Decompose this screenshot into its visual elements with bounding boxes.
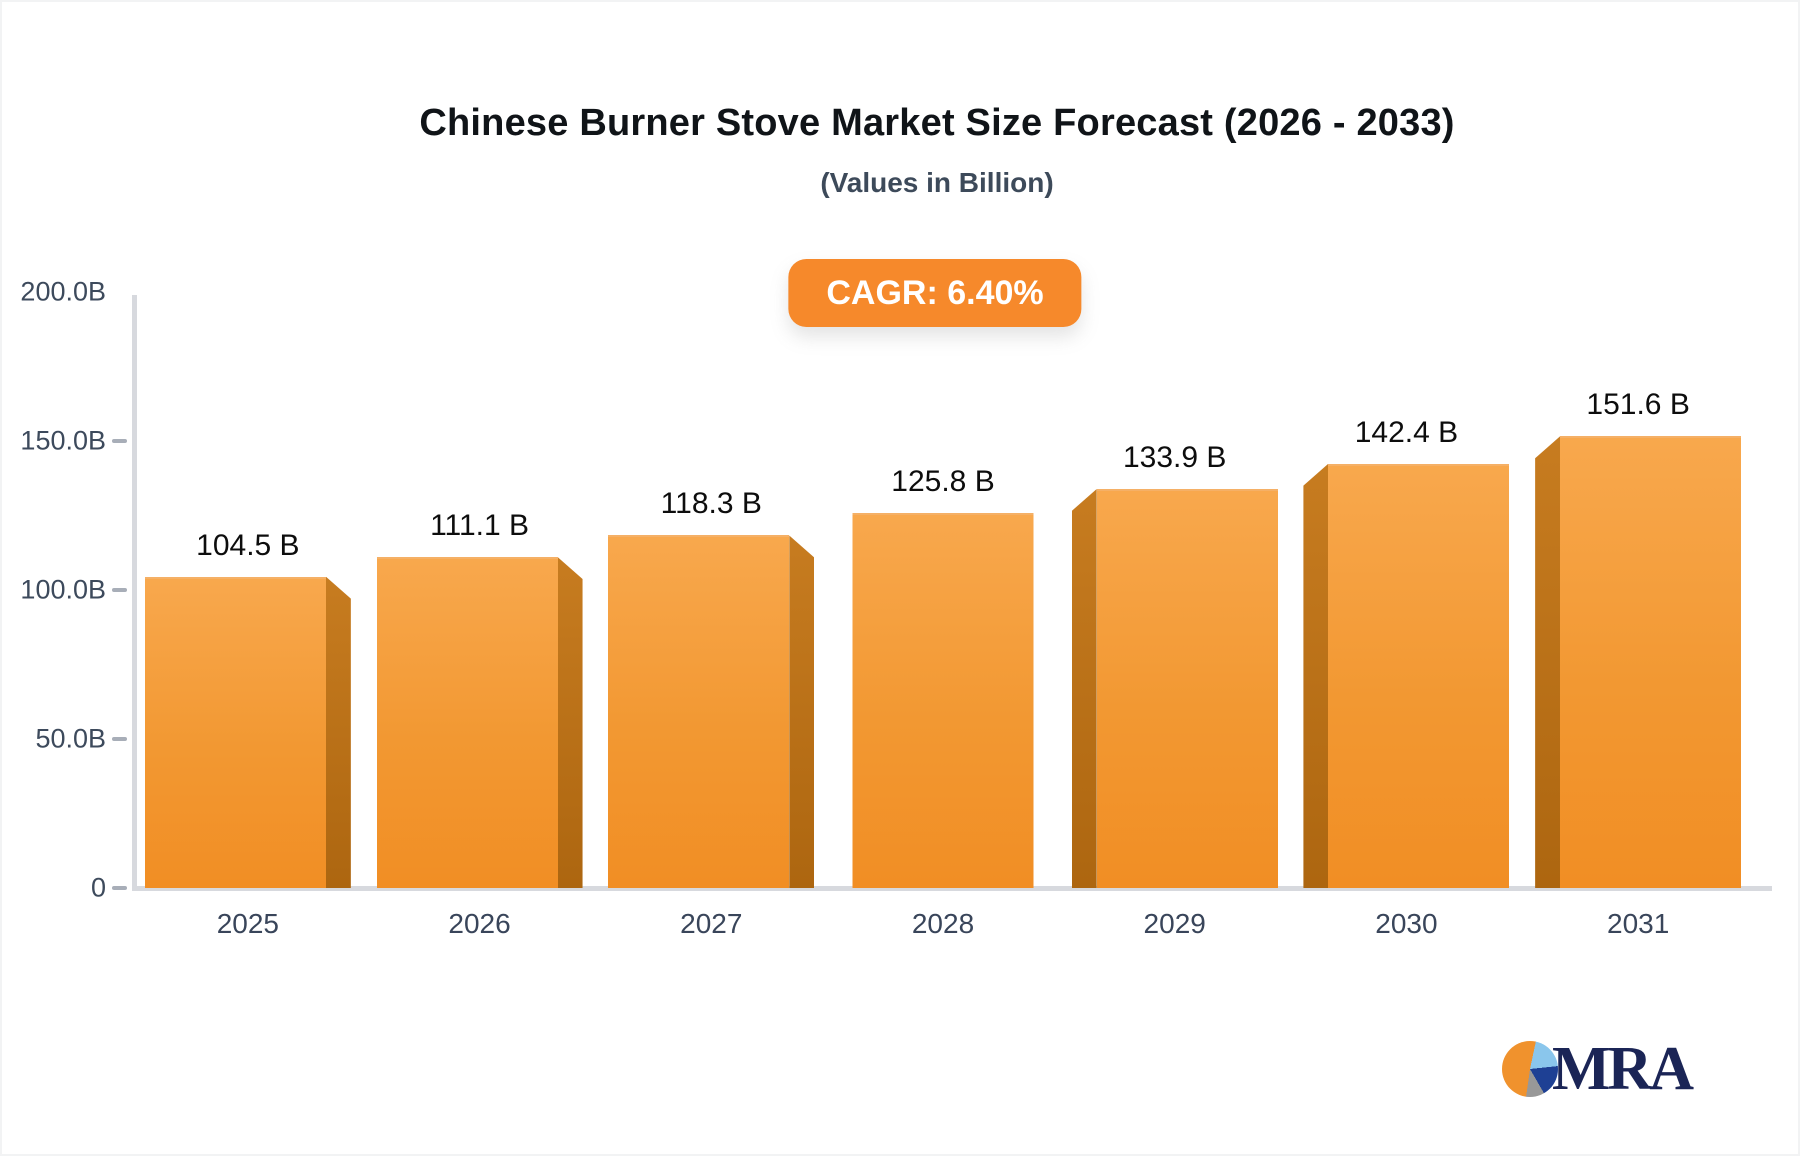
y-axis-labels: 200.0B 150.0B 100.0B 50.0B 0 <box>18 277 106 903</box>
bar-value-label: 111.1 B <box>430 508 530 542</box>
y-tick-label: 50.0B <box>35 723 106 754</box>
y-tick-mark <box>112 439 127 443</box>
x-tick-label: 2031 <box>1606 908 1670 939</box>
bar-slot: 111.1 B <box>364 292 596 888</box>
y-tick-label: 150.0B <box>20 425 106 456</box>
bar-slot: 118.3 B <box>595 292 827 888</box>
bar-side-shadow <box>1071 488 1097 888</box>
bar-value-label: 142.4 B <box>1354 415 1459 449</box>
bar-face <box>852 513 1034 888</box>
pie-chart-logo-icon <box>1502 1041 1558 1097</box>
y-tick-label: 200.0B <box>20 276 106 307</box>
bars-area: 104.5 B 111.1 B 118.3 B 125.8 B 133.9 B 142.4… <box>132 292 1754 888</box>
logo-text: MRA <box>1552 1035 1694 1103</box>
bar-2026 <box>376 556 583 888</box>
bar-slot: 104.5 B <box>132 292 364 888</box>
bar-2029 <box>1071 488 1278 888</box>
bar-slot: 151.6 B <box>1522 292 1754 888</box>
bar-value-label: 118.3 B <box>660 487 762 521</box>
cagr-badge: CAGR: 6.40% <box>788 259 1082 327</box>
chart-subtitle: (Values in Billion) <box>820 167 1054 198</box>
bar-slot: 133.9 B <box>1059 292 1291 888</box>
bar-side-shadow <box>789 535 815 888</box>
y-tick-mark <box>112 588 127 592</box>
bar-2031 <box>1535 436 1742 888</box>
bar-side-shadow <box>1535 436 1561 888</box>
bar-2025 <box>144 576 351 888</box>
x-tick-label: 2026 <box>448 908 511 939</box>
x-axis-line <box>132 886 1772 891</box>
x-axis-labels: 2025 2026 2027 2028 2029 2030 2031 <box>132 908 1754 948</box>
x-tick-label: 2027 <box>680 908 743 939</box>
y-tick-label: 0 <box>90 872 106 903</box>
bar-2027 <box>608 535 815 888</box>
bar-side-shadow <box>325 576 351 888</box>
bar-face <box>1560 436 1742 888</box>
x-tick-label: 2028 <box>911 908 975 939</box>
bar-face <box>1328 463 1510 888</box>
x-tick-label: 2030 <box>1375 908 1438 939</box>
bar-2030 <box>1303 463 1510 888</box>
x-tick-label: 2029 <box>1143 908 1206 939</box>
bar-face <box>608 535 790 888</box>
bar-face <box>1096 488 1278 888</box>
bar-2028 <box>852 513 1034 888</box>
bar-slot: 142.4 B <box>1291 292 1523 888</box>
bar-slot: 125.8 B <box>827 292 1059 888</box>
y-tick-mark <box>112 886 127 890</box>
chart-title: Chinese Burner Stove Market Size Forecas… <box>419 102 1455 144</box>
y-tick-label: 100.0B <box>20 574 106 605</box>
y-tick-mark <box>112 737 127 741</box>
bar-side-shadow <box>1303 463 1329 888</box>
x-tick-label: 2025 <box>216 908 279 939</box>
bar-side-shadow <box>557 556 583 888</box>
bar-value-label: 125.8 B <box>891 465 995 499</box>
mra-logo: MRA <box>1502 1035 1694 1103</box>
bar-face <box>144 576 326 888</box>
bar-value-label: 104.5 B <box>196 528 300 562</box>
y-axis-line <box>132 295 137 888</box>
bar-value-label: 151.6 B <box>1586 388 1690 422</box>
chart-header: Chinese Burner Stove Market Size Forecas… <box>72 102 1800 199</box>
bar-face <box>376 556 558 888</box>
bar-value-label: 133.9 B <box>1122 440 1227 474</box>
